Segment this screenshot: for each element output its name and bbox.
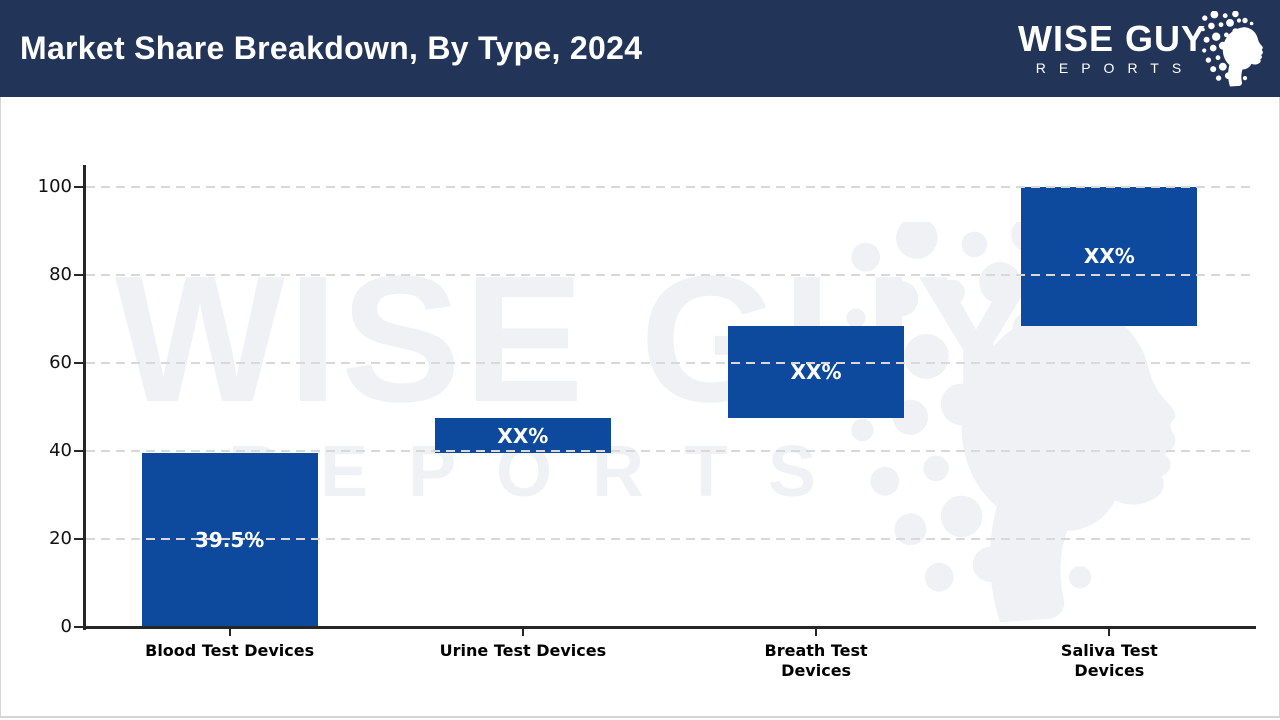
bar [728,325,905,418]
grid-line [86,450,1256,452]
x-axis-label-line: Blood Test Devices [145,641,315,660]
x-axis-label-line: Saliva Test [1060,641,1158,660]
x-axis-label-line: Devices [1074,661,1145,680]
y-tick-label: 20 [49,528,72,549]
brand-logo-text: WISE GUY REPORTS [1017,17,1206,77]
bar-value-label: XX% [497,423,549,448]
bar [1021,187,1198,326]
y-tick-label: 80 [49,264,72,285]
y-tick-label: 100 [37,176,72,197]
x-tick-mark [521,629,524,636]
x-axis-label-line: Breath Test [764,641,868,660]
grid-line [86,362,1256,364]
y-tick-mark [74,538,83,540]
grid-line [86,538,1256,540]
y-axis-line [83,165,86,630]
y-tick-label: 0 [60,616,72,637]
y-tick-mark [74,274,83,276]
bar-value-label: XX% [790,359,842,384]
x-axis-label: Saliva Test Devices [989,641,1229,681]
brand-subtitle: REPORTS [1035,60,1195,77]
brand-logo: WISE GUY REPORTS [1018,11,1266,87]
x-axis-label-line: Urine Test Devices [439,641,607,660]
bar-value-label: XX% [1083,244,1135,269]
x-axis-line [83,626,1256,629]
bar [434,418,611,454]
x-axis-label: Urine Test Devices [403,641,643,661]
x-tick-mark [815,629,818,636]
y-tick-label: 60 [49,352,72,373]
app-header: Market Share Breakdown, By Type, 2024 WI… [0,0,1280,97]
grid-line [86,186,1256,188]
y-tick-mark [74,362,83,364]
page-title: Market Share Breakdown, By Type, 2024 [20,30,643,66]
bar [141,453,318,627]
y-tick-mark [74,450,83,452]
wiseguy-face-icon [1200,11,1266,87]
x-tick-mark [1108,629,1111,636]
y-tick-mark [74,626,83,628]
bar-value-label: 39.5% [194,528,265,553]
x-axis-label-line: Devices [781,661,852,680]
x-tick-mark [228,629,231,636]
x-axis-label: Breath Test Devices [696,641,936,681]
grid-line [86,274,1256,276]
y-tick-mark [74,186,83,188]
brand-name: WISE GUY [1017,17,1206,59]
y-tick-label: 40 [49,440,72,461]
x-axis-label: Blood Test Devices [110,641,350,661]
